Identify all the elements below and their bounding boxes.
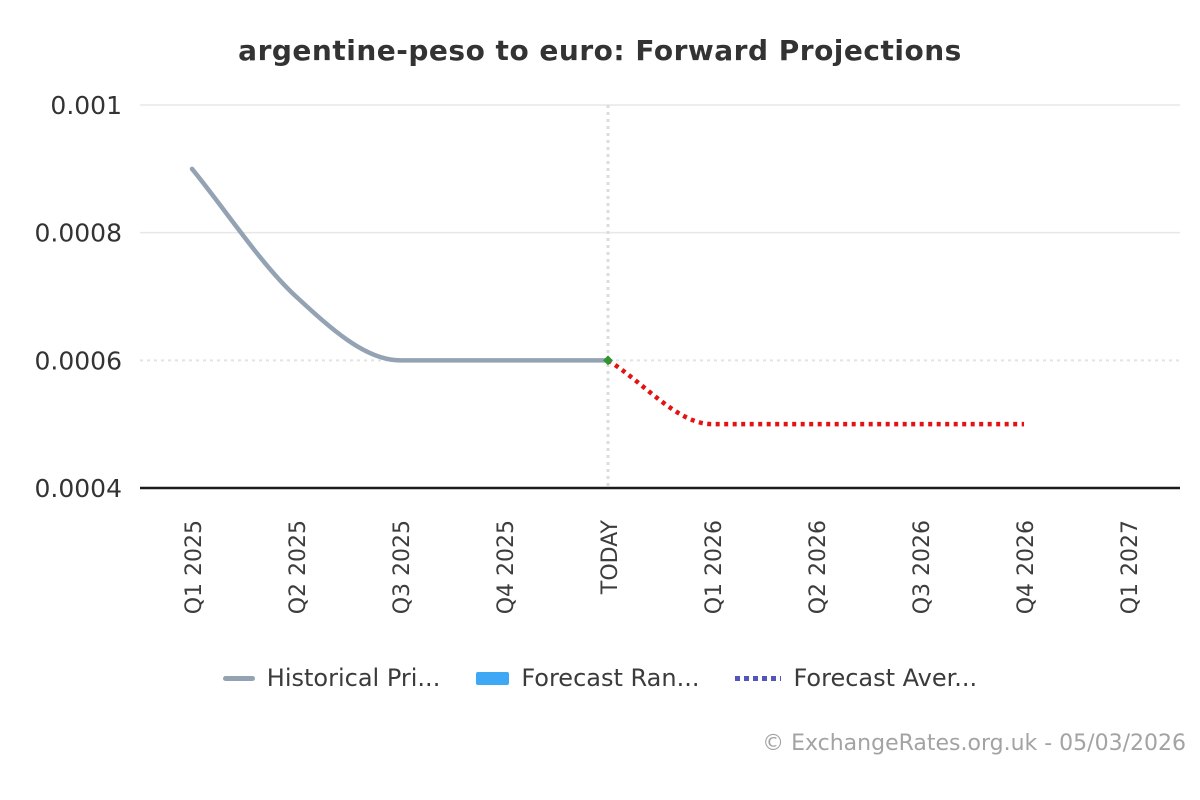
y-axis-label: 0.0006 bbox=[35, 346, 122, 375]
legend-item-forecast-range[interactable]: Forecast Ran... bbox=[476, 664, 699, 692]
legend-label: Historical Pri... bbox=[266, 664, 441, 692]
x-axis-label: Q1 2025 bbox=[182, 520, 207, 614]
x-axis-label: Q2 2025 bbox=[286, 520, 311, 614]
legend-label: Forecast Ran... bbox=[521, 664, 700, 692]
chart-legend: Historical Pri... Forecast Ran... Foreca… bbox=[0, 655, 1200, 701]
forecast-average-dots-icon bbox=[735, 675, 782, 681]
x-axis-label: Q1 2027 bbox=[1118, 520, 1143, 614]
forecast-range-swatch-icon bbox=[476, 671, 510, 685]
x-axis-label: Q2 2026 bbox=[806, 520, 831, 614]
copyright-text: © ExchangeRates.org.uk - 05/03/2026 bbox=[762, 731, 1186, 756]
junction-marker bbox=[603, 355, 613, 366]
y-axis-label: 0.0004 bbox=[35, 474, 122, 503]
y-axis-label: 0.001 bbox=[50, 91, 122, 120]
x-axis-label: TODAY bbox=[598, 519, 623, 595]
x-axis-label: Q3 2026 bbox=[910, 520, 935, 614]
forecast-chart: 0.001 0.0008 0.0006 0.0004 Q1 2025 Q2 2025 Q3 … bbox=[35, 91, 1180, 614]
legend-item-forecast-average[interactable]: Forecast Aver... bbox=[735, 664, 977, 692]
legend-label: Forecast Aver... bbox=[793, 664, 978, 692]
x-axis-label: Q3 2025 bbox=[390, 520, 415, 614]
historical-price-line-icon bbox=[222, 675, 255, 681]
chart-title: argentine-peso to euro: Forward Projecti… bbox=[238, 34, 962, 67]
y-axis-label: 0.0008 bbox=[35, 219, 122, 248]
x-axis-label: Q1 2026 bbox=[702, 520, 727, 614]
x-axis-label: Q4 2026 bbox=[1014, 520, 1039, 614]
x-axis-label: Q4 2025 bbox=[494, 520, 519, 614]
forecast-average-line bbox=[606, 358, 1024, 427]
historical-price-line bbox=[189, 166, 611, 363]
legend-item-historical-price[interactable]: Historical Pri... bbox=[222, 664, 441, 692]
